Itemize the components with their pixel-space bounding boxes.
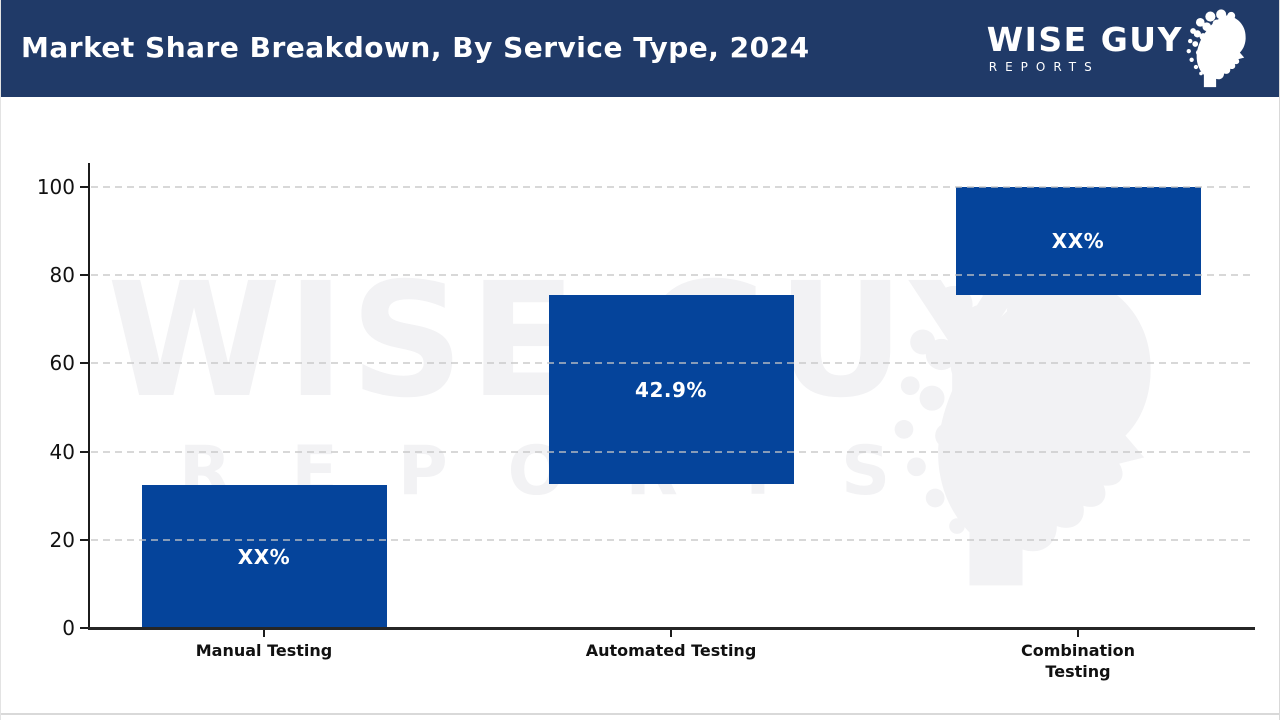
y-tick-mark-100 xyxy=(80,186,88,188)
y-tick-mark-0 xyxy=(80,627,88,629)
brand-logo: WISE GUY REPORTS xyxy=(987,8,1255,89)
y-tick-label-20: 20 xyxy=(49,528,75,552)
y-tick-mark-20 xyxy=(80,539,88,541)
gridline-40 xyxy=(91,451,1254,453)
x-tick-label-2: Automated Testing xyxy=(585,641,757,660)
gridline-100 xyxy=(91,186,1254,188)
y-axis-line xyxy=(88,163,90,629)
logo-head-icon xyxy=(1186,8,1246,87)
bar-value-label: XX% xyxy=(1051,229,1105,253)
y-tick-label-40: 40 xyxy=(49,440,75,464)
x-tick-label-1: Manual Testing xyxy=(195,641,333,660)
gridline-80 xyxy=(91,274,1254,276)
y-tick-mark-60 xyxy=(80,362,88,364)
logo-brand-subtitle: REPORTS xyxy=(988,60,1100,74)
x-tick-mark-3 xyxy=(1077,630,1079,637)
gridline-20 xyxy=(91,539,1254,541)
gridline-60 xyxy=(91,362,1254,364)
bar-automated-testing: 42.9% xyxy=(548,295,794,484)
x-tick-mark-1 xyxy=(263,630,265,637)
logo-wordmark: WISE GUY REPORTS xyxy=(987,23,1183,74)
y-tick-mark-40 xyxy=(80,451,88,453)
x-axis-line xyxy=(88,627,1255,630)
bar-combination-testing: XX% xyxy=(955,187,1201,295)
y-tick-label-80: 80 xyxy=(49,263,75,287)
x-tick-label-3: Combination Testing xyxy=(1020,641,1136,681)
y-tick-label-100: 100 xyxy=(36,175,75,199)
x-tick-mark-2 xyxy=(670,630,672,637)
y-tick-mark-80 xyxy=(80,274,88,276)
bar-value-label: XX% xyxy=(237,544,291,569)
y-tick-label-60: 60 xyxy=(49,351,75,375)
bar-manual-testing: XX% xyxy=(141,485,387,628)
page-title: Market Share Breakdown, By Service Type,… xyxy=(21,31,810,65)
y-tick-label-0: 0 xyxy=(62,616,75,640)
page-bottom-border xyxy=(1,713,1279,715)
logo-brand-name: WISE GUY xyxy=(986,20,1183,59)
bar-value-label: 42.9% xyxy=(635,377,707,402)
header-bar: Market Share Breakdown, By Service Type,… xyxy=(1,0,1279,97)
